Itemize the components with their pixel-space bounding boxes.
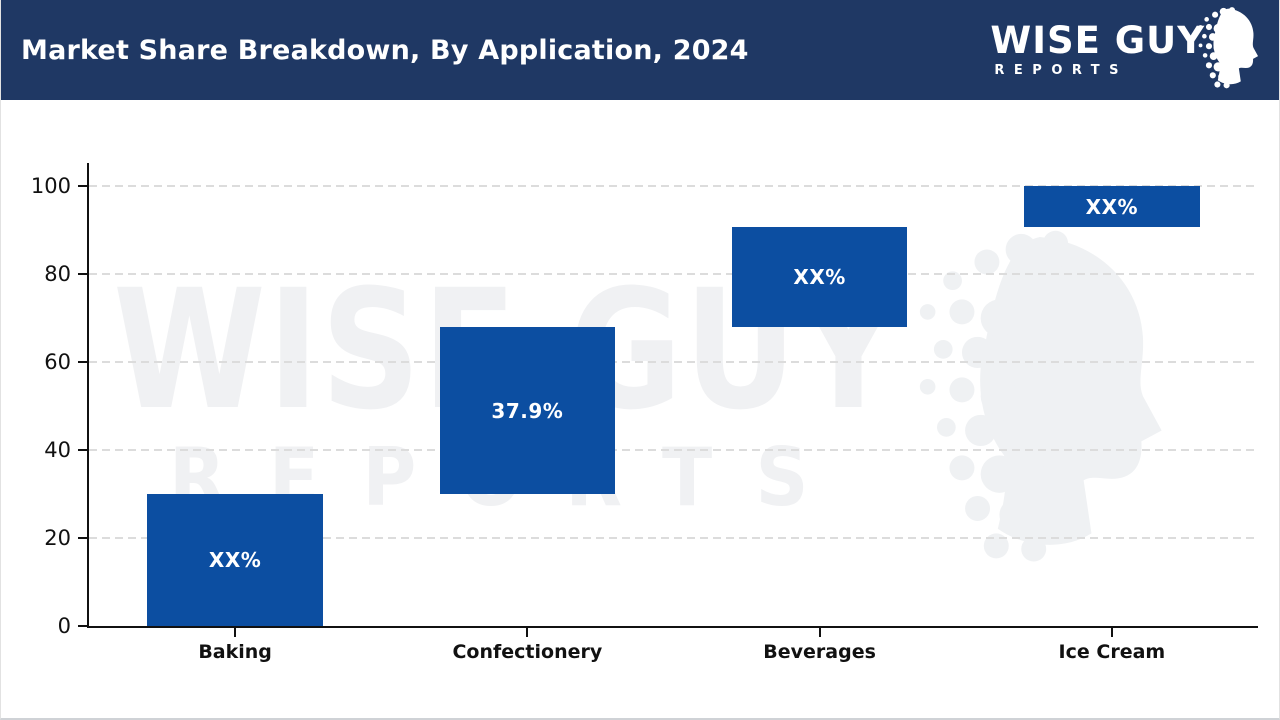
x-tick-beverages [818,628,821,637]
x-category-label-baking: Baking [198,641,272,663]
y-tick-label-0: 0 [57,614,71,638]
y-tick-0 [78,625,87,627]
y-tick-80 [78,273,87,275]
bar-value-label-baking: XX% [208,548,262,572]
x-tick-baking [234,628,237,637]
y-tick-40 [78,449,87,451]
x-category-label-beverages: Beverages [763,641,876,663]
header-bar: Market Share Breakdown, By Application, … [1,0,1279,100]
bar-value-label-confectionery: 37.9% [491,398,564,423]
chart-area: WISE GUY REPORTS 020406080100XX%Baking37… [1,100,1279,718]
y-axis [87,163,89,628]
brand-logo: WISE GUY REPORTS [990,4,1265,96]
bar-value-label-beverages: XX% [793,265,846,290]
y-tick-60 [78,361,87,363]
x-tick-confectionery [526,628,529,637]
bar-confectionery: 37.9% [439,327,616,494]
plot-area: 0 20 40 60 80 100 XX% Baking 37.9% Confectionery X… [31,163,1258,663]
logo-text: WISE GUY REPORTS [990,22,1205,78]
bar-baking: XX% [147,494,323,626]
bar-ice-cream: XX% [1024,186,1200,228]
x-tick-ice-cream [1110,628,1113,637]
x-category-label-confectionery: Confectionery [452,641,603,663]
x-axis [87,626,1258,628]
gridline-100 [89,185,1258,187]
logo-subtext: REPORTS [994,63,1129,78]
bar-beverages: XX% [731,227,908,328]
y-tick-label-20: 20 [44,526,71,550]
y-tick-20 [78,537,87,539]
x-category-label-ice-cream: Ice Cream [1058,641,1166,663]
y-tick-label-100: 100 [30,174,71,198]
y-tick-label-60: 60 [44,350,71,374]
gridline-80 [89,273,1258,275]
bar-value-label-ice-cream: XX% [1085,194,1139,219]
gridline-40 [89,449,1258,451]
y-tick-label-40: 40 [44,438,71,462]
gridline-20 [89,537,1258,539]
page-title: Market Share Breakdown, By Application, … [21,34,749,66]
y-tick-label-80: 80 [44,262,71,286]
y-tick-100 [78,185,87,187]
logo-wordmark: WISE GUY [990,19,1205,62]
gridline-60 [89,361,1258,363]
